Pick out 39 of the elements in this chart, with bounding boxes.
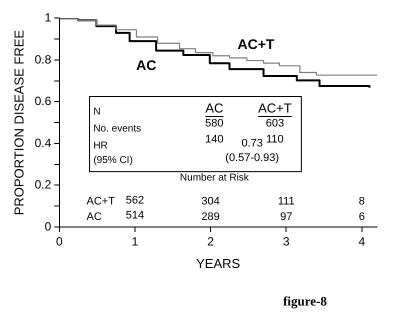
annotation: Number at Risk bbox=[180, 172, 250, 184]
annotation: 6 bbox=[358, 210, 365, 223]
annotation: HR bbox=[93, 140, 108, 152]
annotation: 0.73 bbox=[241, 138, 263, 150]
annotation: AC bbox=[205, 100, 224, 116]
x-axis-title: YEARS bbox=[196, 256, 241, 271]
annotation: 8 bbox=[358, 196, 365, 208]
y-tick-label: 0.6 bbox=[34, 94, 52, 108]
annotation: No. events bbox=[93, 124, 142, 135]
y-tick-label: 0.4 bbox=[34, 136, 52, 150]
x-tick-label: 4 bbox=[358, 234, 366, 249]
y-tick-label: 0 bbox=[44, 219, 52, 234]
y-tick-label: 0.2 bbox=[34, 178, 52, 192]
annotation: 304 bbox=[201, 196, 220, 208]
annotation: AC bbox=[86, 210, 102, 223]
annotation: 111 bbox=[278, 196, 295, 208]
y-tick-label: 1 bbox=[44, 10, 52, 25]
annotation: 562 bbox=[126, 194, 144, 206]
annotation: AC+T bbox=[258, 100, 292, 116]
text: figure-8 bbox=[283, 293, 328, 308]
series-label: AC+T bbox=[237, 36, 275, 52]
y-axis-title: PROPORTION DISEASE FREE bbox=[11, 30, 26, 216]
x-tick-label: 3 bbox=[282, 234, 290, 249]
y-tick-label: 0.8 bbox=[34, 52, 52, 66]
annotation: AC+T bbox=[86, 196, 116, 208]
annotation: 514 bbox=[126, 210, 144, 222]
annotation: (95% CI) bbox=[93, 154, 133, 166]
annotation: N bbox=[93, 106, 101, 118]
annotation: 580 bbox=[205, 118, 224, 130]
x-tick-label: 1 bbox=[132, 234, 139, 249]
annotation: 97 bbox=[280, 210, 292, 223]
annotation: 603 bbox=[266, 118, 284, 130]
annotation: 289 bbox=[201, 210, 220, 223]
annotation: 140 bbox=[205, 133, 224, 146]
annotation: 110 bbox=[266, 133, 284, 146]
series-label: AC bbox=[136, 57, 156, 74]
x-tick-label: 2 bbox=[207, 234, 214, 249]
annotation: (0.57-0.93) bbox=[225, 152, 280, 164]
x-tick-label: 0 bbox=[56, 234, 63, 249]
